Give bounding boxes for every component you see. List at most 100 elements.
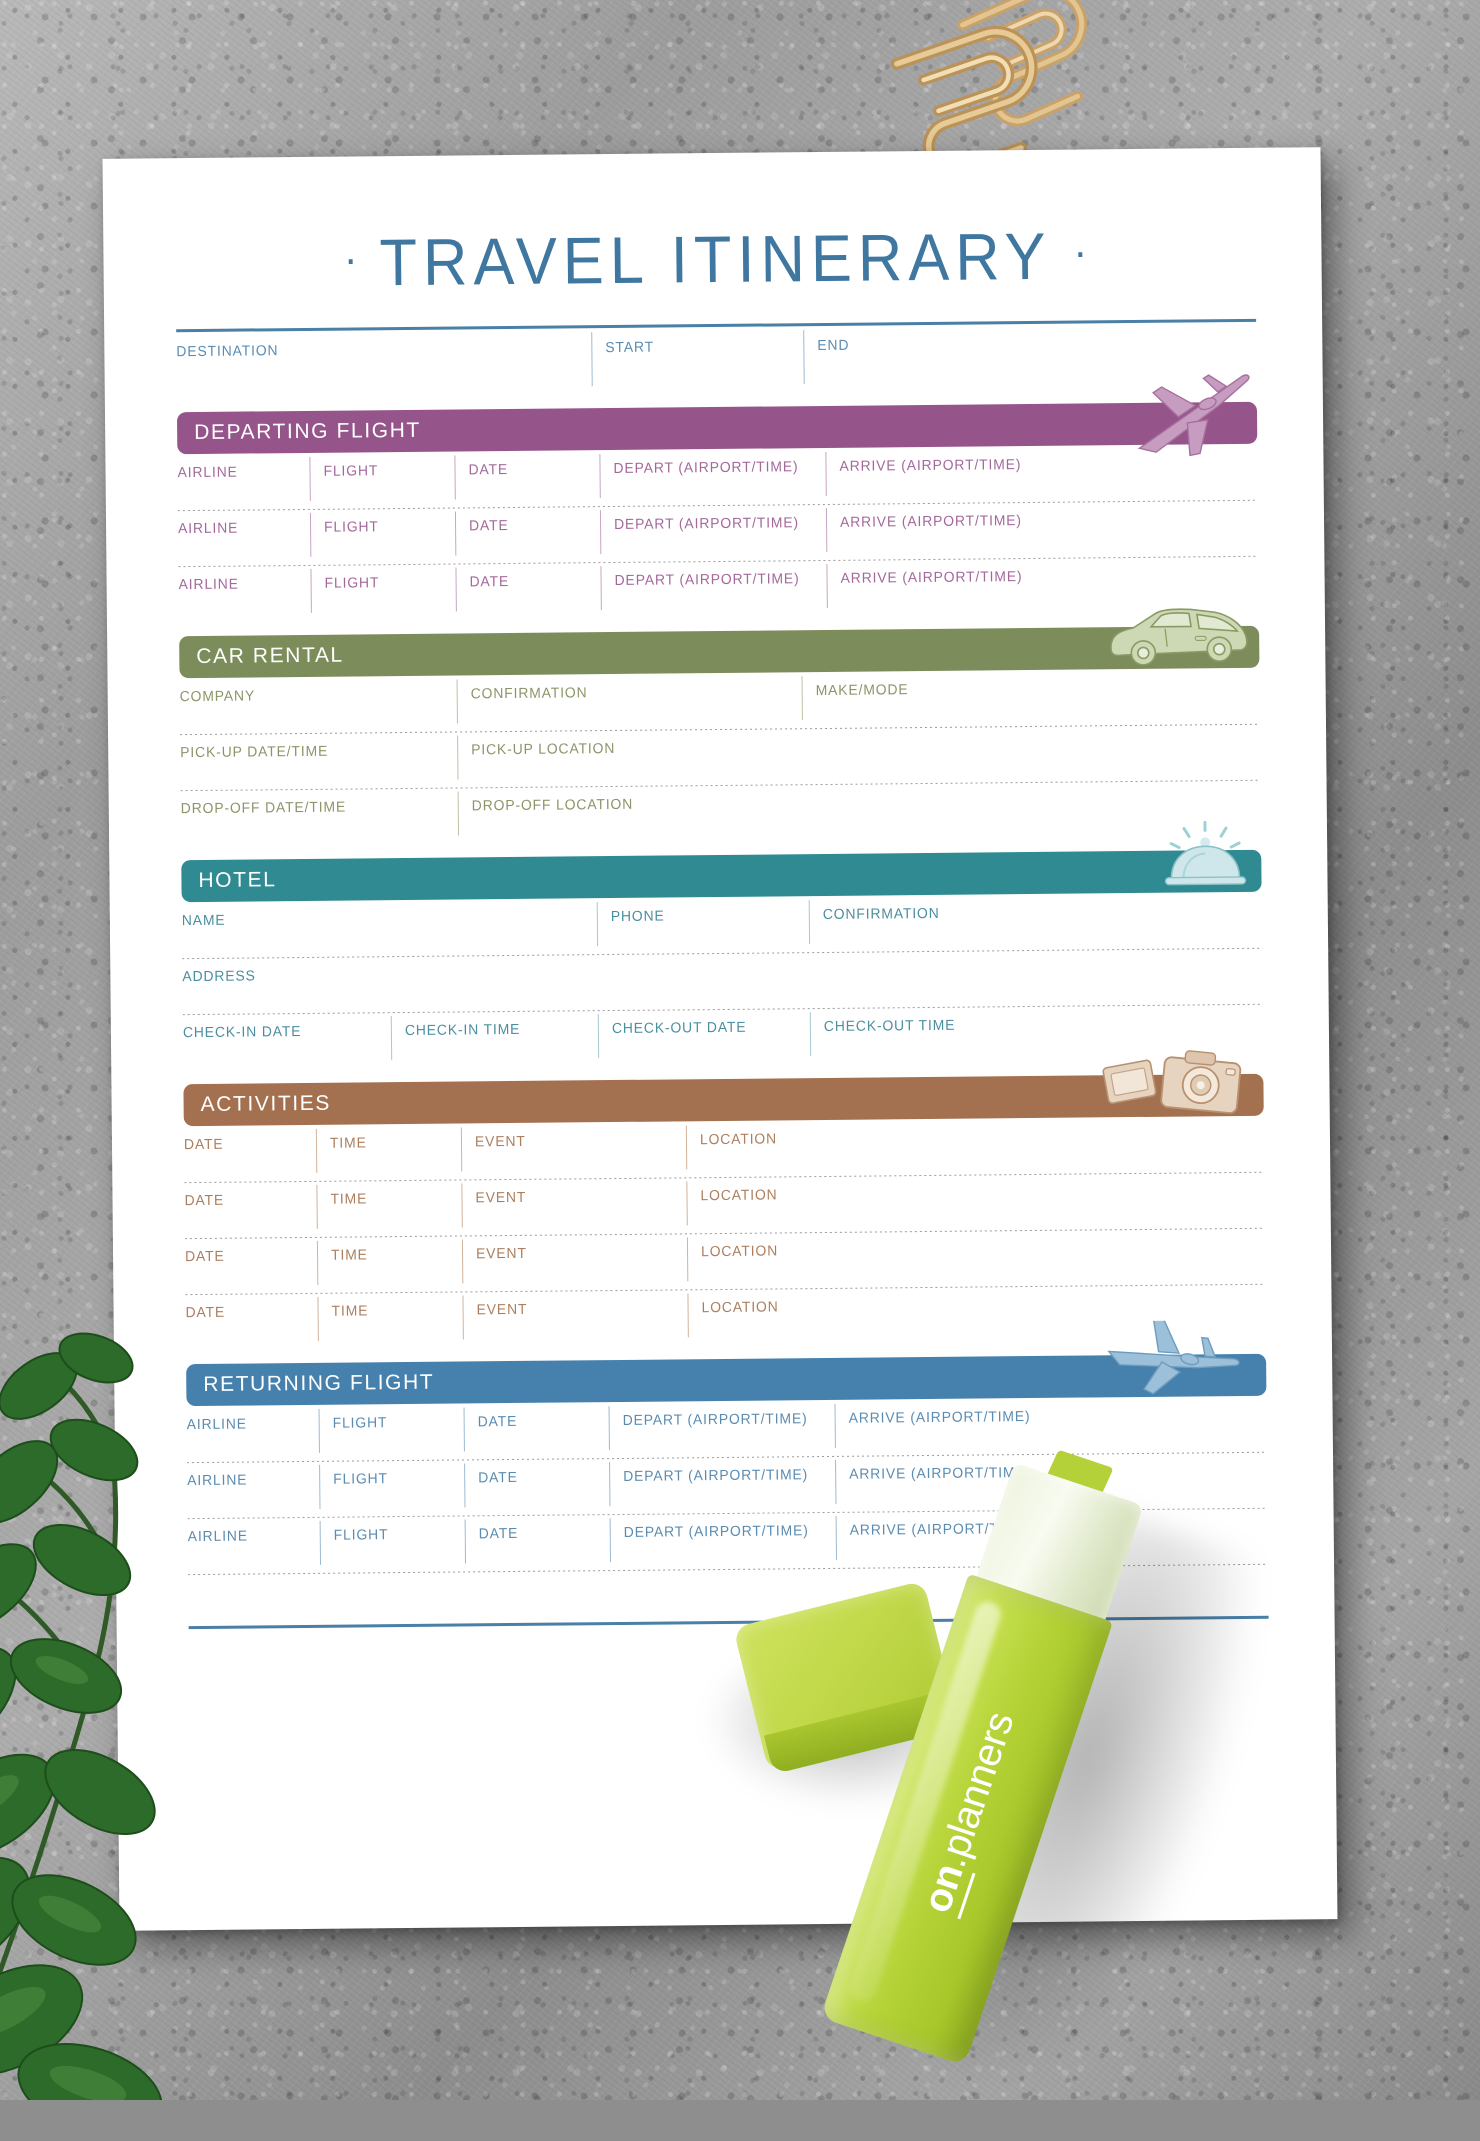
column-divider <box>464 1463 466 1508</box>
table-row: AIRLINE FLIGHT DATE DEPART (AIRPORT/TIME… <box>178 500 1258 566</box>
field-start[interactable]: START <box>591 326 804 394</box>
field-activity-location[interactable]: LOCATION <box>686 1228 1266 1290</box>
field-date[interactable]: DATE <box>463 1402 609 1459</box>
field-checkin-date[interactable]: CHECK-IN DATE <box>183 1012 392 1070</box>
table-row: AIRLINE FLIGHT DATE DEPART (AIRPORT/TIME… <box>177 444 1257 510</box>
field-arrive[interactable]: ARRIVE (AIRPORT/TIME) <box>826 556 1259 616</box>
field-arrive[interactable]: ARRIVE (AIRPORT/TIME) <box>825 500 1259 560</box>
field-label: FLIGHT <box>323 463 379 480</box>
field-label: CHECK-IN DATE <box>182 1024 302 1042</box>
field-hotel-name[interactable]: NAME <box>182 898 598 958</box>
field-label: ARRIVE (AIRPORT/TIME) <box>839 457 1022 475</box>
column-divider <box>835 1515 838 1560</box>
field-airline[interactable]: AIRLINE <box>178 565 311 622</box>
field-company[interactable]: COMPANY <box>180 676 458 735</box>
field-make-model[interactable]: MAKE/MODE <box>801 668 1260 728</box>
table-row: COMPANY CONFIRMATION MAKE/MODE <box>180 668 1260 734</box>
field-label: START <box>605 339 655 357</box>
field-pickup-location[interactable]: PICK-UP LOCATION <box>457 724 1261 788</box>
column-divider <box>390 1016 393 1061</box>
column-divider <box>310 568 312 613</box>
column-divider <box>461 1239 464 1284</box>
field-depart[interactable]: DEPART (AIRPORT/TIME) <box>609 1512 837 1570</box>
column-divider <box>454 511 457 556</box>
column-divider <box>825 451 827 496</box>
field-flight[interactable]: FLIGHT <box>318 1403 464 1460</box>
field-destination[interactable]: DESTINATION <box>176 328 592 398</box>
field-hotel-phone[interactable]: PHONE <box>596 896 810 954</box>
field-label: CONFIRMATION <box>470 685 588 703</box>
field-date[interactable]: DATE <box>464 1458 610 1515</box>
field-flight[interactable]: FLIGHT <box>309 508 456 565</box>
field-depart[interactable]: DEPART (AIRPORT/TIME) <box>609 1456 836 1514</box>
field-label: EVENT <box>475 1245 527 1263</box>
field-label: PICK-UP LOCATION <box>471 740 616 759</box>
table-row: ADDRESS <box>182 948 1262 1014</box>
field-activity-location[interactable]: LOCATION <box>685 1116 1265 1178</box>
field-dropoff-location[interactable]: DROP-OFF LOCATION <box>457 780 1262 844</box>
field-confirmation[interactable]: CONFIRMATION <box>456 672 802 731</box>
column-divider <box>316 1184 318 1229</box>
field-label: DATE <box>478 1469 518 1487</box>
column-divider <box>319 1464 321 1509</box>
field-activity-event[interactable]: EVENT <box>462 1289 688 1347</box>
column-divider <box>464 1519 467 1564</box>
field-activity-event[interactable]: EVENT <box>461 1177 687 1235</box>
column-divider <box>599 454 601 499</box>
field-label: COMPANY <box>179 688 256 706</box>
field-flight[interactable]: FLIGHT <box>319 1459 465 1516</box>
table-row: AIRLINE FLIGHT DATE DEPART (AIRPORT/TIME… <box>178 556 1258 622</box>
table-row: AIRLINE FLIGHT DATE DEPART (AIRPORT/TIME… <box>186 1396 1266 1462</box>
field-label: CHECK-IN TIME <box>404 1021 521 1040</box>
field-date[interactable]: DATE <box>464 1514 611 1571</box>
field-arrive[interactable]: ARRIVE (AIRPORT/TIME) <box>834 1396 1267 1456</box>
field-flight[interactable]: FLIGHT <box>309 452 455 509</box>
column-divider <box>319 1520 322 1565</box>
field-label: FLIGHT <box>333 1527 389 1544</box>
table-row: DATE TIME EVENT LOCATION <box>185 1228 1265 1294</box>
field-activity-time[interactable]: TIME <box>315 1123 462 1180</box>
field-depart[interactable]: DEPART (AIRPORT/TIME) <box>600 560 827 618</box>
field-airline[interactable]: AIRLINE <box>177 453 310 510</box>
field-activity-time[interactable]: TIME <box>317 1291 463 1348</box>
field-depart[interactable]: DEPART (AIRPORT/TIME) <box>608 1400 835 1458</box>
field-label: AIRLINE <box>177 464 238 482</box>
field-checkout-time[interactable]: CHECK-OUT TIME <box>809 1004 1264 1064</box>
field-arrive[interactable]: ARRIVE (AIRPORT/TIME) <box>825 444 1258 504</box>
field-hotel-confirmation[interactable]: CONFIRMATION <box>808 892 1263 952</box>
field-date[interactable]: DATE <box>454 450 600 507</box>
field-activity-location[interactable]: LOCATION <box>687 1284 1266 1346</box>
field-flight[interactable]: FLIGHT <box>310 564 456 621</box>
field-pickup-datetime[interactable]: PICK-UP DATE/TIME <box>180 732 458 791</box>
field-date[interactable]: DATE <box>455 562 601 619</box>
field-label: NAME <box>181 912 226 930</box>
field-airline[interactable]: AIRLINE <box>178 509 311 566</box>
field-label: DATE <box>468 518 509 535</box>
field-label: ARRIVE (AIRPORT/TIME) <box>848 1409 1031 1427</box>
field-activity-time[interactable]: TIME <box>316 1179 462 1236</box>
field-depart[interactable]: DEPART (AIRPORT/TIME) <box>599 448 826 506</box>
column-divider <box>460 1127 463 1172</box>
field-depart[interactable]: DEPART (AIRPORT/TIME) <box>599 504 827 562</box>
field-checkout-date[interactable]: CHECK-OUT DATE <box>597 1008 811 1066</box>
field-activity-event[interactable]: EVENT <box>460 1121 687 1179</box>
field-activity-location[interactable]: LOCATION <box>686 1172 1265 1234</box>
plant-decoration <box>0 1090 300 2138</box>
page-title-text: TRAVEL ITINERARY <box>379 218 1051 300</box>
field-label: TIME <box>331 1303 369 1320</box>
field-activity-event[interactable]: EVENT <box>461 1233 688 1291</box>
column-divider <box>801 676 803 721</box>
field-label: LOCATION <box>700 1243 779 1261</box>
column-divider <box>597 1014 600 1059</box>
field-hotel-address[interactable]: ADDRESS <box>182 948 1262 1014</box>
table-row: NAME PHONE CONFIRMATION <box>182 892 1262 958</box>
field-checkin-time[interactable]: CHECK-IN TIME <box>390 1010 599 1068</box>
field-date[interactable]: DATE <box>454 506 601 563</box>
field-activity-time[interactable]: TIME <box>316 1235 463 1292</box>
column-divider <box>315 1128 318 1173</box>
field-dropoff-datetime[interactable]: DROP-OFF DATE/TIME <box>181 788 459 847</box>
column-divider <box>685 1125 688 1170</box>
field-flight[interactable]: FLIGHT <box>319 1515 466 1572</box>
field-end[interactable]: END <box>803 322 1257 392</box>
field-label: FLIGHT <box>324 575 380 592</box>
